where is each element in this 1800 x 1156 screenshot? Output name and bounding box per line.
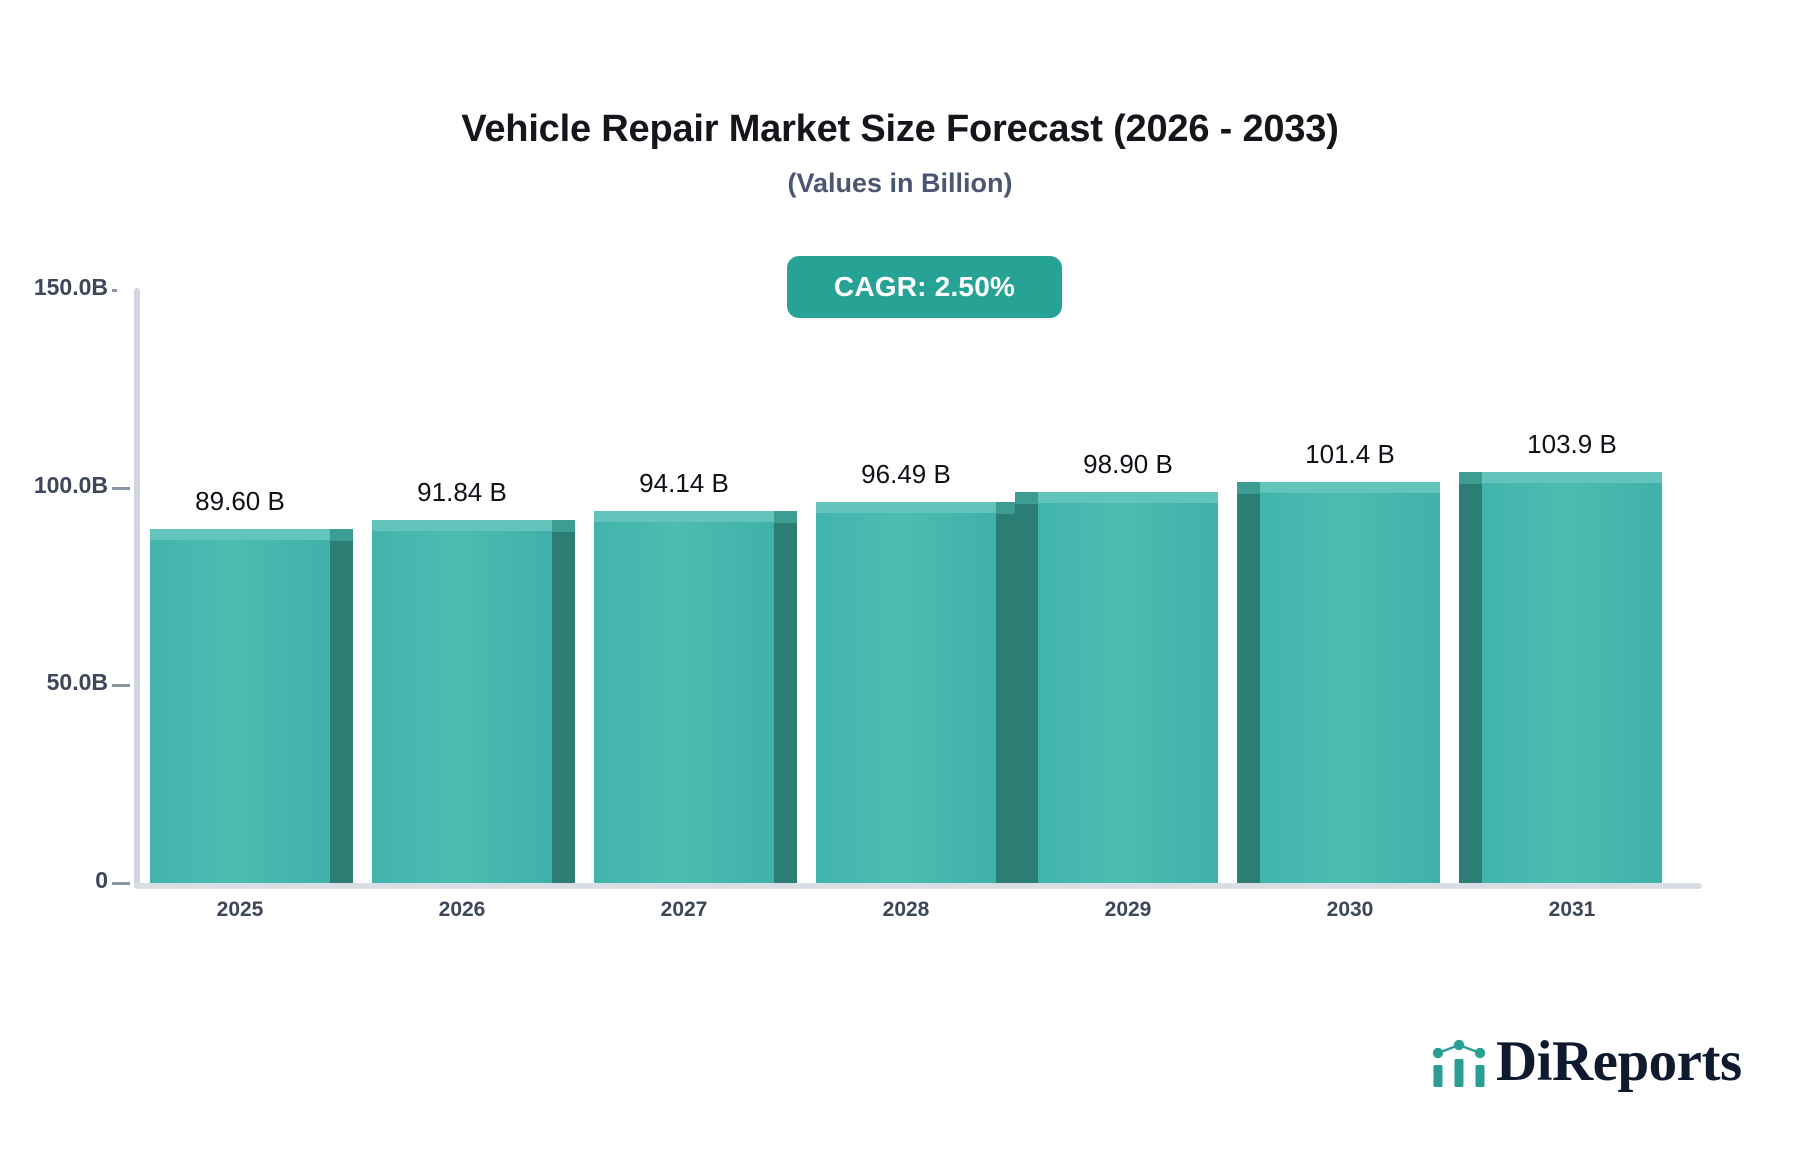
x-axis-line <box>134 883 1702 889</box>
bar-2028[interactable] <box>816 501 1019 883</box>
y-axis-tick-label: 100.0B <box>33 471 108 498</box>
bar-top-face <box>816 501 996 513</box>
x-axis-tick-label-2028: 2028 <box>882 898 930 921</box>
bar-top-bevel <box>552 519 575 532</box>
bar-top-face <box>150 528 330 540</box>
bar-side-face <box>330 540 353 883</box>
direports-logo: DiReports <box>1430 1033 1742 1090</box>
cagr-badge: CAGR: 2.50% <box>787 256 1062 318</box>
bar-value-label: 91.84 B <box>417 476 507 507</box>
y-axis-tick-mark <box>112 289 117 292</box>
bar-front-face <box>372 519 552 883</box>
bar-value-label: 96.49 B <box>861 458 951 489</box>
bar-value-label: 101.4 B <box>1305 439 1395 470</box>
bar-top-bevel <box>1237 482 1260 495</box>
bar-2030[interactable] <box>1237 482 1440 883</box>
chart-subtitle: (Values in Billion) <box>787 168 1013 198</box>
bar-top-face <box>1038 492 1218 503</box>
y-axis-tick-label: 0 <box>95 867 108 893</box>
y-axis-line <box>134 288 140 885</box>
bar-top-bevel <box>330 528 353 541</box>
bar-front-face <box>816 501 996 883</box>
x-axis-tick-label-2025: 2025 <box>216 898 264 921</box>
bar-side-face <box>552 531 575 883</box>
chart-title: Vehicle Repair Market Size Forecast (202… <box>461 108 1339 150</box>
bar-top-bevel <box>774 510 797 523</box>
bar-side-face <box>1459 484 1482 883</box>
bar-2031[interactable] <box>1459 472 1662 883</box>
brand-name: DiReports <box>1496 1030 1742 1093</box>
x-axis-tick-label-2029: 2029 <box>1104 898 1152 921</box>
x-axis-tick-label-2026: 2026 <box>438 898 486 921</box>
bar-top-face <box>594 510 774 522</box>
bar-top-bevel <box>1459 472 1482 485</box>
bar-2029[interactable] <box>1015 492 1218 883</box>
bar-top-face <box>1482 472 1662 484</box>
bar-value-label: 98.90 B <box>1083 449 1173 479</box>
bar-front-face <box>1482 472 1662 883</box>
bar-top-face <box>1260 482 1440 494</box>
bar-front-face <box>1260 482 1440 883</box>
bar-value-label: 94.14 B <box>639 467 729 498</box>
bar-front-face <box>1038 492 1218 883</box>
bar-value-label: 103.9 B <box>1527 429 1617 460</box>
y-axis-tick-mark <box>112 882 130 885</box>
y-axis-tick-label: 150.0B <box>33 274 108 300</box>
bar-top-bevel <box>996 501 1019 514</box>
bar-side-face <box>996 513 1019 883</box>
bar-top-bevel <box>1015 492 1038 504</box>
bar-top-face <box>372 519 552 531</box>
bar-front-face <box>594 510 774 883</box>
y-axis-tick-label: 50.0B <box>46 669 108 696</box>
x-axis-tick-label-2027: 2027 <box>660 898 708 921</box>
bar-value-label: 89.60 B <box>195 485 285 516</box>
bar-2027[interactable] <box>594 510 797 883</box>
y-axis-tick-mark <box>112 486 130 490</box>
bar-front-face <box>150 528 330 883</box>
x-axis-tick-label-2030: 2030 <box>1326 898 1374 921</box>
bar-chart-icon <box>1430 1035 1488 1089</box>
bar-side-face <box>1015 504 1038 883</box>
bar-2026[interactable] <box>372 519 575 883</box>
x-axis-tick-label-2031: 2031 <box>1548 898 1596 921</box>
y-axis-tick-mark <box>112 684 130 688</box>
bar-side-face <box>774 522 797 883</box>
bar-side-face <box>1237 494 1260 883</box>
bar-2025[interactable] <box>150 528 353 883</box>
